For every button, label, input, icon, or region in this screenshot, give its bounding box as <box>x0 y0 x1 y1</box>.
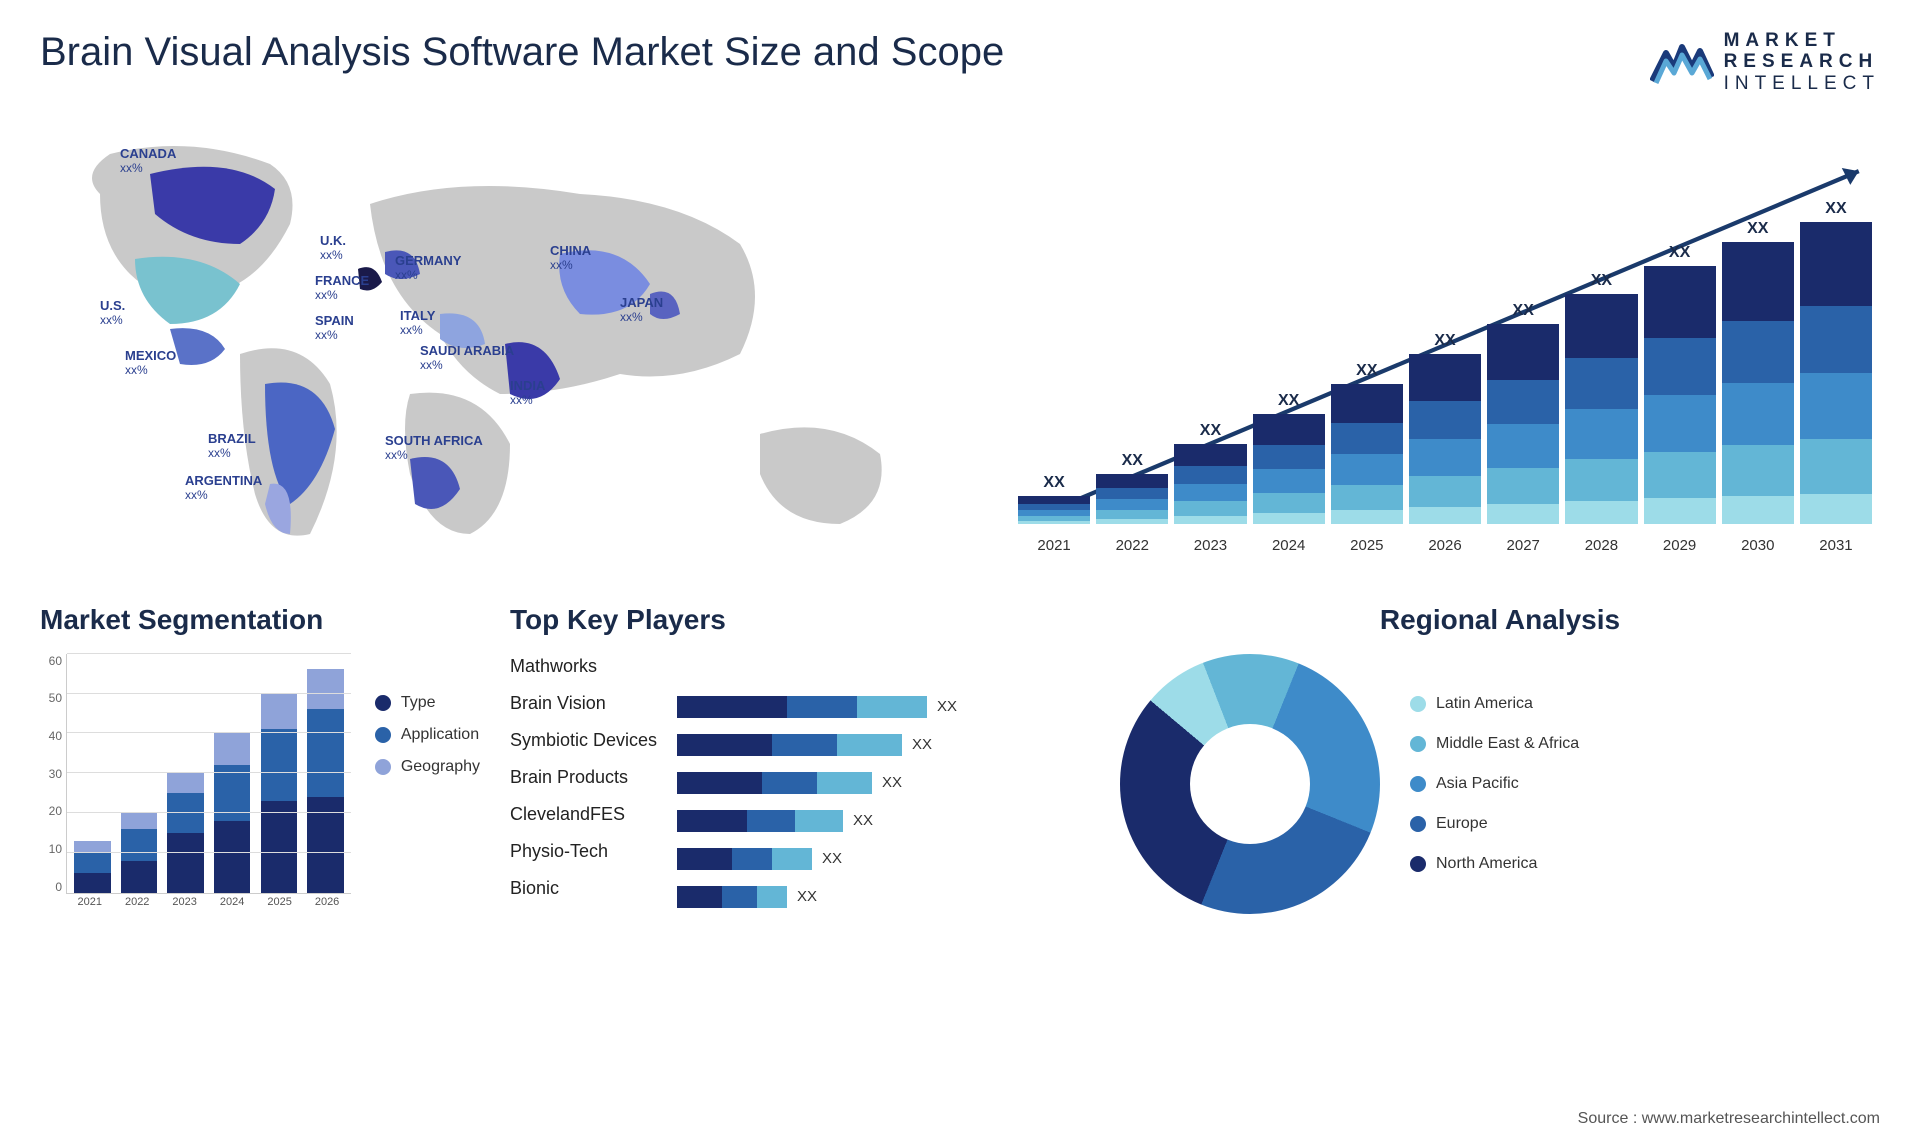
key-player-bar-brain-products: XX <box>677 772 1090 794</box>
growth-year-2022: 2022 <box>1096 537 1168 554</box>
segmentation-panel: Market Segmentation 6050403020100 202120… <box>40 604 480 924</box>
key-players-names: Mathworks Brain Vision Symbiotic Devices Br… <box>510 654 657 908</box>
growth-bar-2028: XX <box>1565 272 1637 524</box>
map-label-argentina: ARGENTINAxx% <box>185 474 262 502</box>
map-label-canada: CANADAxx% <box>120 147 176 175</box>
key-player-mathworks: Mathworks <box>510 656 657 677</box>
key-players-title: Top Key Players <box>510 604 1090 636</box>
growth-bar-2025: XX <box>1331 362 1403 524</box>
key-players-bars: XX XX XX XX XX XX <box>677 654 1090 908</box>
segmentation-legend-application: Application <box>375 726 480 744</box>
regional-donut-chart <box>1120 654 1380 914</box>
segmentation-bar-2021 <box>74 841 110 893</box>
map-label-italy: ITALYxx% <box>400 309 435 337</box>
key-player-bar-bionic: XX <box>677 886 1090 908</box>
source-attribution: Source : www.marketresearchintellect.com <box>1578 1110 1880 1128</box>
growth-year-2024: 2024 <box>1253 537 1325 554</box>
map-label-brazil: BRAZILxx% <box>208 432 256 460</box>
growth-bar-2024: XX <box>1253 392 1325 524</box>
regional-title: Regional Analysis <box>1120 604 1880 636</box>
key-players-panel: Top Key Players Mathworks Brain Vision Sym… <box>510 604 1090 924</box>
regional-legend-north-america: North America <box>1410 855 1579 873</box>
page-title: Brain Visual Analysis Software Market Si… <box>40 30 1004 75</box>
growth-year-2029: 2029 <box>1644 537 1716 554</box>
brand-line-2: RESEARCH <box>1724 51 1880 72</box>
segmentation-legend-type: Type <box>375 694 480 712</box>
segmentation-legend-geography: Geography <box>375 758 480 776</box>
growth-year-2028: 2028 <box>1565 537 1637 554</box>
map-label-germany: GERMANYxx% <box>395 254 461 282</box>
growth-year-2025: 2025 <box>1331 537 1403 554</box>
brand-line-1: MARKET <box>1724 30 1880 51</box>
segmentation-legend: Type Application Geography <box>351 654 480 924</box>
map-label-japan: JAPANxx% <box>620 296 663 324</box>
regional-legend-latin-america: Latin America <box>1410 695 1579 713</box>
key-player-bar-brain-vision: XX <box>677 696 1090 718</box>
segmentation-bar-2026 <box>307 669 343 893</box>
segmentation-yaxis: 6050403020100 <box>40 654 66 894</box>
world-map: CANADAxx% U.S.xx%MEXICOxx% BRAZILxx% ARGENT… <box>40 134 980 554</box>
growth-bar-2031: XX <box>1800 200 1872 524</box>
key-player-bar-clevelandfes: XX <box>677 810 1090 832</box>
growth-year-2021: 2021 <box>1018 537 1090 554</box>
segmentation-bar-2023 <box>167 773 203 893</box>
growth-bar-chart: XXXXXXXXXXXXXXXXXXXXXX 20212022202320242… <box>1010 134 1880 554</box>
regional-legend-middle-east-africa: Middle East & Africa <box>1410 735 1579 753</box>
brand-logo: MARKET RESEARCH INTELLECT <box>1650 30 1880 94</box>
segmentation-plot <box>66 654 351 894</box>
map-label-south-africa: SOUTH AFRICAxx% <box>385 434 483 462</box>
growth-bar-2022: XX <box>1096 452 1168 524</box>
growth-bar-2023: XX <box>1174 422 1246 524</box>
growth-bar-2030: XX <box>1722 220 1794 524</box>
regional-panel: Regional Analysis Latin America Middle Ea… <box>1120 604 1880 924</box>
key-player-bionic: Bionic <box>510 878 657 899</box>
key-player-brain-products: Brain Products <box>510 767 657 788</box>
map-label-china: CHINAxx% <box>550 244 591 272</box>
brand-line-3: INTELLECT <box>1724 73 1880 94</box>
regional-legend-europe: Europe <box>1410 815 1579 833</box>
key-player-bar-symbiotic-devices: XX <box>677 734 1090 756</box>
key-player-symbiotic-devices: Symbiotic Devices <box>510 730 657 751</box>
growth-year-2031: 2031 <box>1800 537 1872 554</box>
key-player-physio-tech: Physio-Tech <box>510 841 657 862</box>
map-label-france: FRANCExx% <box>315 274 369 302</box>
growth-bar-2029: XX <box>1644 244 1716 524</box>
key-player-clevelandfes: ClevelandFES <box>510 804 657 825</box>
map-label-india: INDIAxx% <box>510 379 545 407</box>
segmentation-title: Market Segmentation <box>40 604 480 636</box>
map-label-u-s-: U.S.xx% <box>100 299 125 327</box>
growth-year-2023: 2023 <box>1174 537 1246 554</box>
growth-bar-2027: XX <box>1487 302 1559 524</box>
segmentation-xaxis: 202120222023202420252026 <box>66 896 351 908</box>
key-player-brain-vision: Brain Vision <box>510 693 657 714</box>
growth-bar-2026: XX <box>1409 332 1481 524</box>
map-label-u-k-: U.K.xx% <box>320 234 346 262</box>
growth-year-2026: 2026 <box>1409 537 1481 554</box>
map-label-saudi-arabia: SAUDI ARABIAxx% <box>420 344 514 372</box>
growth-year-2030: 2030 <box>1722 537 1794 554</box>
key-player-bar-physio-tech: XX <box>677 848 1090 870</box>
map-label-mexico: MEXICOxx% <box>125 349 176 377</box>
segmentation-bar-2025 <box>261 693 297 893</box>
regional-legend-asia-pacific: Asia Pacific <box>1410 775 1579 793</box>
growth-bar-2021: XX <box>1018 474 1090 524</box>
regional-legend: Latin America Middle East & Africa Asia Pa… <box>1410 695 1579 873</box>
brand-mark-icon <box>1650 33 1714 91</box>
map-label-spain: SPAINxx% <box>315 314 354 342</box>
growth-year-2027: 2027 <box>1487 537 1559 554</box>
